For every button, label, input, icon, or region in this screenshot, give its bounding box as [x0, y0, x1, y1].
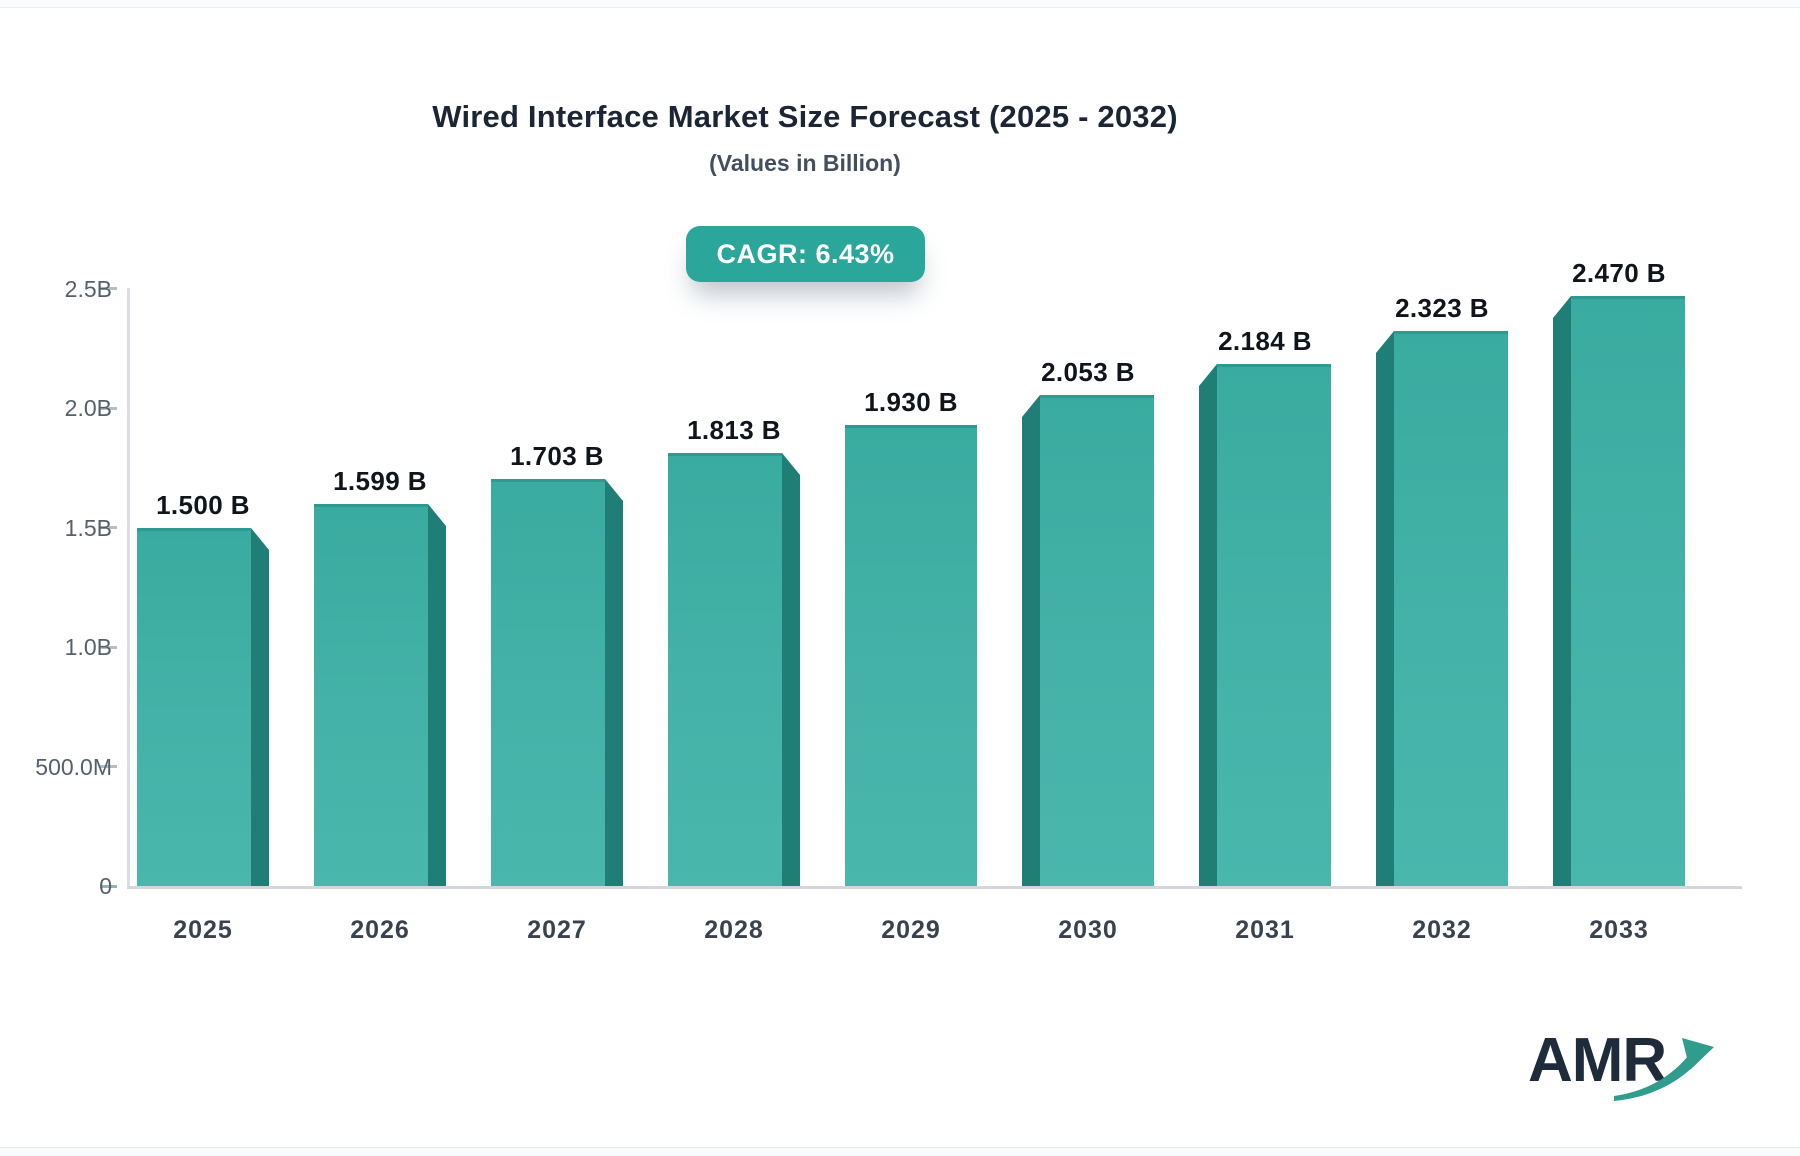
- x-axis-label: 2030: [1058, 916, 1118, 944]
- bar-value-label: 2.323 B: [1395, 292, 1489, 323]
- y-tick: [100, 765, 117, 768]
- bar-2030[interactable]: [1022, 395, 1154, 886]
- bar-face: [137, 527, 251, 886]
- bar-3d-bevel: [782, 452, 800, 475]
- bar-3d-side: [1376, 352, 1394, 886]
- chart-subtitle: (Values in Billion): [709, 150, 901, 176]
- bar-value-label: 2.470 B: [1572, 257, 1666, 288]
- bar-face: [1394, 330, 1508, 886]
- x-axis-label: 2029: [881, 916, 941, 944]
- bar-3d-side: [605, 500, 623, 886]
- bar-face: [1217, 364, 1331, 886]
- y-tick: [100, 645, 117, 649]
- x-axis-label: 2032: [1412, 916, 1472, 944]
- y-tick-label: 2.5B: [64, 275, 112, 302]
- x-axis-label: 2025: [173, 916, 233, 944]
- bar-face: [668, 452, 782, 886]
- x-axis-label: 2031: [1235, 916, 1295, 944]
- y-tick-label: 1.5B: [64, 514, 112, 541]
- x-axis-label: 2033: [1589, 916, 1649, 944]
- x-axis-label: 2028: [704, 916, 764, 944]
- amr-logo: AMR: [1528, 1028, 1728, 1118]
- bar-3d-bevel: [251, 527, 269, 550]
- bar-3d-bevel: [428, 503, 446, 526]
- bar-3d-side: [251, 549, 269, 886]
- bar-face: [314, 503, 428, 886]
- y-tick-label: 2.0B: [64, 395, 112, 421]
- bar-3d-side: [1199, 386, 1217, 886]
- bar-2029[interactable]: [845, 424, 977, 886]
- bar-value-label: 1.599 B: [333, 465, 427, 496]
- bar-value-label: 1.930 B: [864, 386, 958, 417]
- bar-value-label: 1.500 B: [156, 489, 250, 520]
- bar-2027[interactable]: [491, 478, 623, 886]
- x-axis-label: 2027: [527, 916, 587, 944]
- x-axis-line: [127, 886, 1742, 889]
- bar-face: [1040, 395, 1154, 886]
- y-tick-label: 500.0M: [35, 753, 112, 780]
- bar-3d-bevel: [1199, 364, 1217, 387]
- amr-logo-text: AMR: [1528, 1026, 1667, 1095]
- bar-3d-bevel: [1553, 295, 1571, 318]
- x-axis-label: 2026: [350, 916, 410, 944]
- y-axis-line: [127, 288, 130, 886]
- bar-face: [491, 478, 605, 886]
- top-border: [0, 0, 1800, 8]
- bar-3d-side: [782, 474, 800, 886]
- y-tick-label: 1.0B: [64, 634, 112, 660]
- bar-2031[interactable]: [1199, 364, 1331, 886]
- growth-arrow-icon: [1614, 1038, 1714, 1101]
- bar-3d-side: [1022, 417, 1040, 886]
- y-tick-label: 0: [99, 873, 112, 899]
- bar-face: [1571, 295, 1685, 886]
- y-tick: [100, 287, 117, 290]
- bar-3d-bevel: [1376, 330, 1394, 353]
- bar-2025[interactable]: [137, 527, 269, 886]
- bottom-border: [0, 1147, 1800, 1156]
- bar-2028[interactable]: [668, 452, 800, 886]
- bar-value-label: 2.184 B: [1218, 326, 1312, 357]
- bar-2032[interactable]: [1376, 330, 1508, 886]
- bar-face: [845, 424, 977, 886]
- y-tick: [100, 406, 117, 410]
- cagr-badge: CAGR: 6.43%: [686, 226, 925, 282]
- chart-title: Wired Interface Market Size Forecast (20…: [432, 99, 1178, 134]
- bar-value-label: 1.813 B: [687, 414, 781, 445]
- bar-3d-side: [1553, 317, 1571, 886]
- bar-3d-bevel: [1022, 395, 1040, 418]
- bar-2033[interactable]: [1553, 295, 1685, 886]
- bar-2026[interactable]: [314, 503, 446, 886]
- bar-3d-side: [428, 525, 446, 886]
- bar-value-label: 2.053 B: [1041, 357, 1135, 388]
- y-tick: [100, 526, 117, 529]
- bar-value-label: 1.703 B: [510, 440, 604, 471]
- y-tick: [100, 884, 117, 888]
- bar-3d-bevel: [605, 478, 623, 501]
